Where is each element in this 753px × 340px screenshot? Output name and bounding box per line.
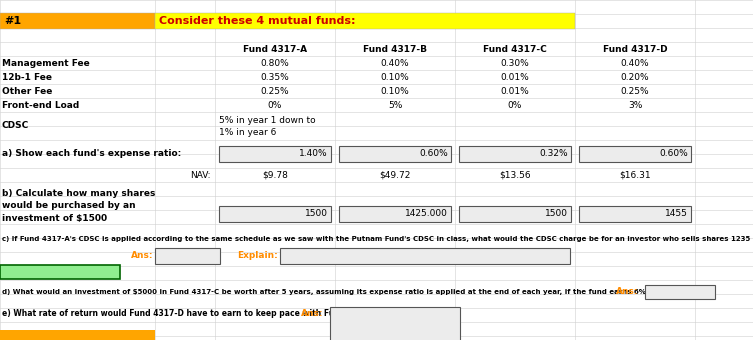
- Text: 3%: 3%: [628, 101, 642, 109]
- Text: $49.72: $49.72: [380, 170, 410, 180]
- Text: 0%: 0%: [508, 101, 522, 109]
- Text: NAV:: NAV:: [191, 170, 211, 180]
- Text: $13.56: $13.56: [499, 170, 531, 180]
- Bar: [579, 146, 691, 162]
- Text: #1: #1: [4, 16, 21, 26]
- Text: Ans:: Ans:: [615, 288, 638, 296]
- Text: investment of $1500: investment of $1500: [2, 215, 107, 223]
- Bar: [280, 248, 570, 264]
- Text: 1455: 1455: [665, 209, 688, 219]
- Text: 0.01%: 0.01%: [501, 72, 529, 82]
- Bar: [339, 146, 451, 162]
- Text: 5% in year 1 down to: 5% in year 1 down to: [219, 116, 316, 125]
- Text: 1425.000: 1425.000: [405, 209, 448, 219]
- Text: 0.60%: 0.60%: [419, 150, 448, 158]
- Text: 5%: 5%: [388, 101, 402, 109]
- Text: would be purchased by an: would be purchased by an: [2, 202, 136, 210]
- Text: 0.35%: 0.35%: [261, 72, 289, 82]
- Text: 1% in year 6: 1% in year 6: [219, 128, 276, 137]
- Text: Fund 4317-D: Fund 4317-D: [602, 45, 667, 53]
- Bar: [459, 146, 571, 162]
- Text: Ans:: Ans:: [130, 252, 153, 260]
- Text: 0.80%: 0.80%: [261, 58, 289, 68]
- Text: c) If Fund 4317-A's CDSC is applied according to the same schedule as we saw wit: c) If Fund 4317-A's CDSC is applied acco…: [2, 236, 753, 242]
- Bar: [0, 13, 155, 29]
- Text: 0.60%: 0.60%: [659, 150, 688, 158]
- Text: b) Calculate how many shares: b) Calculate how many shares: [2, 188, 155, 198]
- Text: 1.40%: 1.40%: [300, 150, 328, 158]
- Text: 1500: 1500: [305, 209, 328, 219]
- Bar: [645, 285, 715, 299]
- Text: 0.20%: 0.20%: [620, 72, 649, 82]
- Text: Management Fee: Management Fee: [2, 58, 90, 68]
- Text: a) Show each fund's expense ratio:: a) Show each fund's expense ratio:: [2, 150, 181, 158]
- Bar: [0, 265, 120, 279]
- Text: Explain:: Explain:: [237, 252, 278, 260]
- Text: 0.30%: 0.30%: [501, 58, 529, 68]
- Bar: [330, 307, 460, 340]
- Text: Front-end Load: Front-end Load: [2, 101, 79, 109]
- Text: $9.78: $9.78: [262, 170, 288, 180]
- Bar: [219, 206, 331, 222]
- Text: Fund 4317-A: Fund 4317-A: [243, 45, 307, 53]
- Bar: [579, 206, 691, 222]
- Bar: [155, 13, 575, 29]
- Text: Other Fee: Other Fee: [2, 86, 53, 96]
- Text: 0.40%: 0.40%: [620, 58, 649, 68]
- Text: CDSC: CDSC: [2, 121, 29, 131]
- Text: Consider these 4 mutual funds:: Consider these 4 mutual funds:: [159, 16, 355, 26]
- Bar: [155, 248, 220, 264]
- Text: d) What would an investment of $5000 in Fund 4317-C be worth after 5 years, assu: d) What would an investment of $5000 in …: [2, 289, 686, 295]
- Bar: [459, 206, 571, 222]
- Text: 0.25%: 0.25%: [620, 86, 649, 96]
- Bar: [0, 330, 155, 340]
- Text: 0%: 0%: [268, 101, 282, 109]
- Text: Ans:: Ans:: [300, 309, 323, 319]
- Text: 0.40%: 0.40%: [381, 58, 410, 68]
- Bar: [219, 146, 331, 162]
- Text: 0.10%: 0.10%: [380, 72, 410, 82]
- Text: 12b-1 Fee: 12b-1 Fee: [2, 72, 52, 82]
- Bar: [339, 206, 451, 222]
- Text: 0.25%: 0.25%: [261, 86, 289, 96]
- Text: e) What rate of return would Fund 4317-D have to earn to keep pace with Fund-C?: e) What rate of return would Fund 4317-D…: [2, 309, 358, 319]
- Text: 0.32%: 0.32%: [539, 150, 568, 158]
- Text: Fund 4317-B: Fund 4317-B: [363, 45, 427, 53]
- Text: $16.31: $16.31: [619, 170, 651, 180]
- Text: 0.01%: 0.01%: [501, 86, 529, 96]
- Text: Fund 4317-C: Fund 4317-C: [483, 45, 547, 53]
- Text: 0.10%: 0.10%: [380, 86, 410, 96]
- Text: 1500: 1500: [545, 209, 568, 219]
